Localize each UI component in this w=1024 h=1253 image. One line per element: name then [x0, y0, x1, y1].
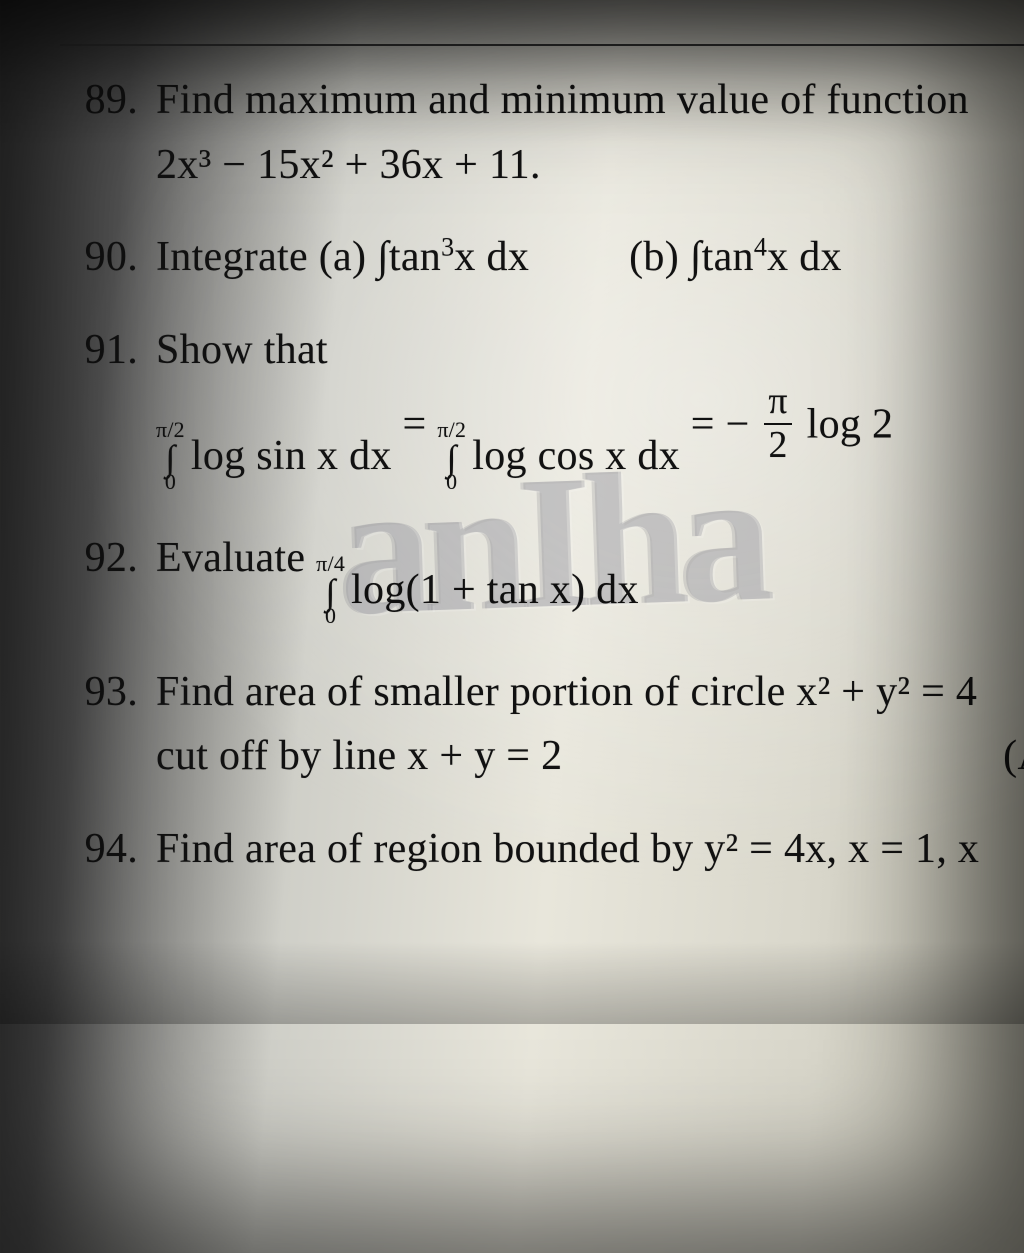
part-label: (a) — [319, 234, 367, 280]
problem-body: Integrate (a) ∫tan3x dx (b) ∫tan4x dx — [156, 229, 1024, 286]
problem-number: 94. — [60, 821, 138, 878]
problem-number: 91. — [60, 322, 138, 494]
integral-lhs: π/2 ∫ 0 log sin x dx — [156, 419, 392, 494]
integrand: log sin x dx — [191, 428, 392, 485]
integral-sign-icon: ∫ — [447, 444, 457, 473]
problem-91: 91. Show that π/2 ∫ 0 log sin x dx = — [60, 322, 1024, 494]
problem-number: 92. — [60, 530, 138, 628]
problem-text-line: Find maximum and minimum value of functi… — [156, 72, 1024, 129]
problem-subparts: Integrate (a) ∫tan3x dx (b) ∫tan4x dx — [156, 229, 1024, 286]
top-rule — [60, 44, 1024, 46]
answer-text: (Ans.: π-2) — [1003, 728, 1024, 785]
fraction: π 2 — [764, 383, 791, 465]
integral-limits: π/4 ∫ 0 — [316, 553, 345, 628]
problem-body: Find area of smaller portion of circle x… — [156, 664, 1024, 785]
integrand: log cos x dx — [472, 428, 680, 485]
integral-expression: ∫tan3x dx — [377, 234, 529, 280]
integral-expression: π/4 ∫ 0 log(1 + tan x) dx — [316, 553, 639, 628]
problem-number: 90. — [60, 229, 138, 286]
problem-text-line: Find area of smaller portion of circle x… — [156, 664, 1024, 721]
problem-92: 92. Evaluate π/4 ∫ 0 log(1 + tan x) dx — [60, 530, 1024, 628]
problem-part-b: (b) ∫tan4x dx — [629, 229, 842, 286]
display-equation: π/2 ∫ 0 log sin x dx = π/2 ∫ 0 — [156, 387, 1024, 494]
problem-text-line-2: cut off by line x + y = 2 (Ans.: π-2) — [156, 728, 1024, 785]
integral-expression: ∫tan4x dx — [690, 234, 842, 280]
rhs-sign: − — [726, 401, 750, 447]
problem-text-line: Find area of region bounded by y² = 4x, … — [156, 821, 1024, 878]
problem-body: Show that π/2 ∫ 0 log sin x dx = — [156, 322, 1024, 494]
equals-sign: = — [691, 401, 726, 447]
part-label: (b) — [629, 234, 679, 280]
problem-text-line: Show that — [156, 322, 1024, 379]
equals-sign: = — [403, 401, 438, 447]
rotated-page-container: anIha 89. Find maximum and minimum value… — [0, 0, 1024, 1024]
fraction-denominator: 2 — [765, 425, 792, 465]
problem-number: 93. — [60, 664, 138, 785]
problem-93: 93. Find area of smaller portion of circ… — [60, 664, 1024, 785]
line-text: cut off by line x + y = 2 — [156, 728, 562, 785]
integral-limits: π/2 ∫ 0 — [437, 419, 466, 494]
integral-mid: π/2 ∫ 0 log cos x dx — [437, 419, 680, 494]
problem-94: 94. Find area of region bounded by y² = … — [60, 821, 1024, 878]
problem-number: 89. — [60, 72, 138, 193]
integral-sign-icon: ∫ — [165, 444, 175, 473]
problem-prefix: Evaluate — [156, 535, 305, 581]
fraction-numerator: π — [764, 383, 791, 425]
problem-prefix: Integrate (a) ∫tan3x dx — [156, 229, 529, 286]
problem-body: Find area of region bounded by y² = 4x, … — [156, 821, 1024, 878]
rhs-tail: log 2 — [807, 401, 894, 447]
prefix-word: Integrate — [156, 234, 308, 280]
problem-expression: 2x³ − 15x² + 36x + 11. — [156, 137, 1024, 194]
problem-body: Evaluate π/4 ∫ 0 log(1 + tan x) dx — [156, 530, 1024, 628]
problem-list: 89. Find maximum and minimum value of fu… — [60, 72, 1024, 878]
problem-89: 89. Find maximum and minimum value of fu… — [60, 72, 1024, 193]
integrand: log(1 + tan x) dx — [351, 562, 639, 619]
paper-sheet: anIha 89. Find maximum and minimum value… — [0, 0, 1024, 1024]
problem-90: 90. Integrate (a) ∫tan3x dx (b) ∫tan4x d… — [60, 229, 1024, 286]
problem-body: Find maximum and minimum value of functi… — [156, 72, 1024, 193]
integral-limits: π/2 ∫ 0 — [156, 419, 185, 494]
integral-sign-icon: ∫ — [326, 578, 336, 607]
